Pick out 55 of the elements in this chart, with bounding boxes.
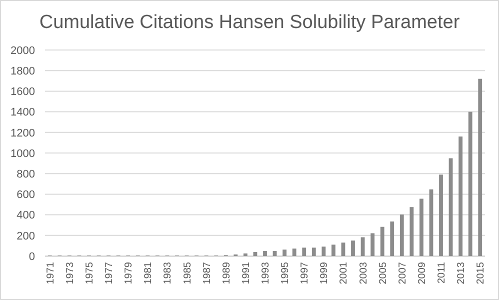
bar	[410, 207, 414, 256]
bar	[292, 248, 296, 256]
bar	[243, 253, 248, 256]
y-tick-label: 2000	[10, 44, 35, 57]
x-tick-label: 1983	[162, 262, 174, 284]
y-tick-label: 1800	[10, 65, 35, 78]
bar	[458, 136, 463, 256]
x-tick-label: 1979	[124, 262, 135, 284]
x-tick-label: 2009	[416, 262, 428, 284]
y-tick-label: 600	[16, 189, 35, 202]
x-tick-label: 1995	[280, 262, 292, 284]
y-tick-label: 1000	[10, 148, 35, 160]
y-tick-label: 1400	[10, 106, 35, 119]
x-tick-label: 1981	[143, 262, 154, 284]
chart-title: Cumulative Citations Hansen Solubility Parameter	[39, 12, 460, 33]
x-tick-label: 1989	[221, 262, 232, 284]
x-tick-label: 2013	[456, 262, 468, 284]
y-tick-label: 1600	[10, 86, 35, 98]
bar	[419, 198, 424, 256]
y-tick-label: 0	[28, 250, 35, 263]
x-tick-label: 2003	[358, 262, 370, 284]
bar	[341, 242, 346, 256]
x-tick-label: 2015	[476, 262, 487, 284]
x-tick-label: 1975	[84, 262, 96, 284]
bar	[331, 244, 336, 256]
x-tick-label: 2011	[436, 262, 448, 284]
bar	[439, 174, 443, 256]
y-tick-label: 200	[16, 230, 35, 242]
bar	[380, 226, 384, 256]
x-tick-label: 2007	[397, 262, 408, 284]
x-tick-label: 1973	[64, 262, 76, 284]
x-tick-label: 2005	[378, 262, 389, 284]
bar	[390, 221, 394, 256]
bar	[351, 240, 355, 256]
bar	[322, 246, 326, 256]
x-tick-label: 1985	[182, 262, 194, 284]
x-tick-label: 1971	[45, 262, 56, 284]
x-tick-label: 1987	[202, 262, 213, 284]
bar	[468, 112, 472, 256]
y-tick-label: 400	[16, 210, 35, 222]
x-tick-label: 1999	[319, 262, 330, 284]
y-tick-label: 800	[16, 168, 35, 180]
x-tick-label: 1977	[104, 262, 116, 284]
x-tick-label: 1997	[300, 262, 311, 284]
y-tick-label: 1200	[10, 127, 35, 140]
bar	[370, 233, 375, 256]
bar	[400, 214, 404, 256]
bar	[282, 250, 287, 256]
bar	[263, 250, 267, 256]
bar	[312, 248, 316, 256]
bar	[302, 248, 306, 256]
x-tick-label: 2001	[338, 262, 350, 284]
x-tick-label: 1991	[240, 262, 252, 284]
x-tick-label: 1993	[260, 262, 272, 284]
bar	[478, 78, 482, 256]
